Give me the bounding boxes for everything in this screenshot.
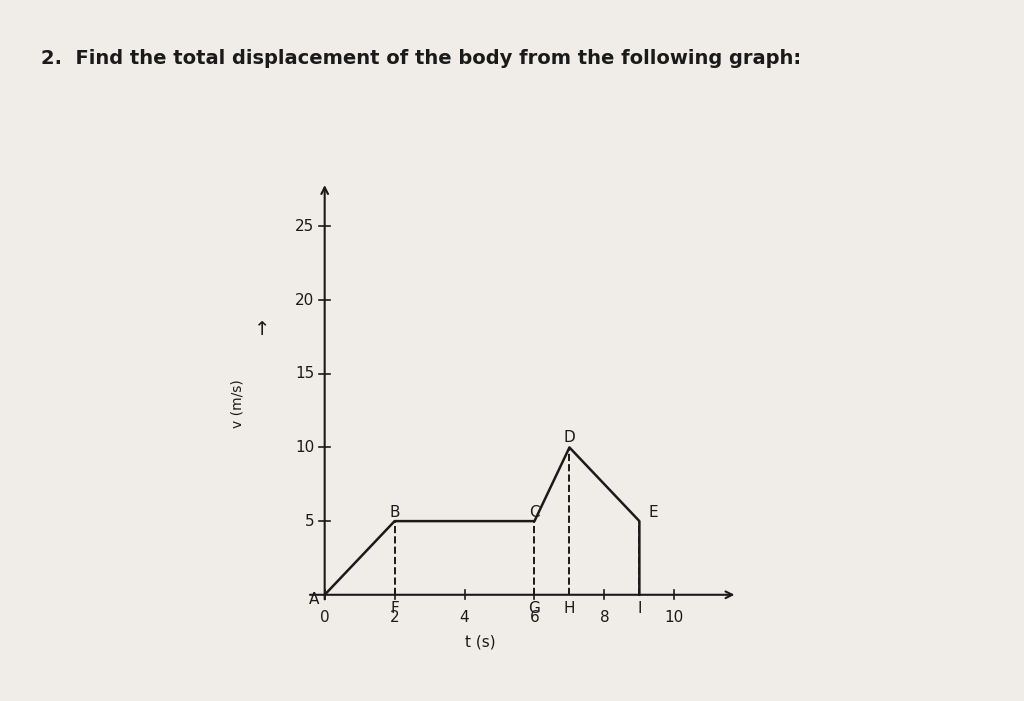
Text: v (m/s): v (m/s) — [230, 379, 245, 428]
Text: F: F — [390, 601, 399, 615]
Text: 25: 25 — [295, 219, 314, 234]
Text: D: D — [563, 430, 575, 444]
Text: 4: 4 — [460, 609, 469, 625]
Text: G: G — [528, 601, 541, 615]
Text: 2.  Find the total displacement of the body from the following graph:: 2. Find the total displacement of the bo… — [41, 49, 801, 68]
Text: 15: 15 — [295, 367, 314, 381]
Text: 2: 2 — [390, 609, 399, 625]
Text: ↑: ↑ — [254, 320, 270, 339]
Text: B: B — [389, 505, 399, 519]
Text: H: H — [563, 601, 575, 615]
Text: A: A — [309, 592, 319, 606]
Text: C: C — [529, 505, 540, 519]
Text: 8: 8 — [600, 609, 609, 625]
Text: 0: 0 — [319, 609, 330, 625]
Text: 20: 20 — [295, 292, 314, 308]
Text: 10: 10 — [295, 440, 314, 455]
Text: 6: 6 — [529, 609, 540, 625]
Text: E: E — [648, 505, 658, 519]
Text: I: I — [637, 601, 642, 615]
Text: 10: 10 — [665, 609, 684, 625]
Text: t (s): t (s) — [465, 634, 496, 649]
Text: 5: 5 — [304, 514, 314, 529]
